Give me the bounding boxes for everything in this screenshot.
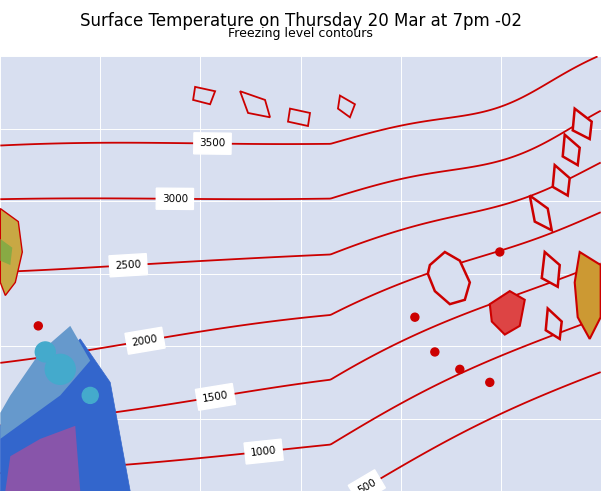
Polygon shape — [542, 252, 560, 287]
Text: 1500: 1500 — [202, 390, 229, 404]
Polygon shape — [573, 109, 592, 139]
Text: Surface Temperature on Thursday 20 Mar at 7pm -02: Surface Temperature on Thursday 20 Mar a… — [79, 12, 522, 30]
Polygon shape — [240, 91, 270, 117]
Polygon shape — [575, 252, 600, 339]
Circle shape — [456, 365, 464, 373]
Circle shape — [45, 355, 75, 384]
Polygon shape — [563, 135, 580, 165]
Circle shape — [411, 313, 419, 321]
Text: 2000: 2000 — [132, 333, 159, 348]
Circle shape — [82, 387, 98, 404]
Polygon shape — [529, 195, 552, 230]
Polygon shape — [490, 291, 525, 334]
Polygon shape — [428, 252, 470, 304]
Circle shape — [496, 248, 504, 256]
Polygon shape — [1, 326, 90, 439]
Circle shape — [34, 322, 42, 330]
Polygon shape — [1, 239, 12, 265]
Text: 2500: 2500 — [115, 259, 142, 271]
Polygon shape — [5, 426, 81, 491]
Circle shape — [486, 379, 494, 386]
Text: 1000: 1000 — [250, 445, 277, 458]
Polygon shape — [193, 87, 215, 104]
Polygon shape — [1, 209, 22, 296]
Polygon shape — [553, 165, 570, 195]
Polygon shape — [338, 96, 355, 117]
Circle shape — [431, 348, 439, 356]
Text: 3000: 3000 — [162, 194, 188, 204]
Polygon shape — [1, 339, 130, 491]
Polygon shape — [288, 109, 310, 126]
Polygon shape — [546, 308, 562, 339]
Text: 3500: 3500 — [200, 138, 225, 149]
Text: 500: 500 — [356, 477, 378, 491]
Circle shape — [35, 342, 55, 362]
Text: Freezing level contours: Freezing level contours — [228, 27, 373, 40]
